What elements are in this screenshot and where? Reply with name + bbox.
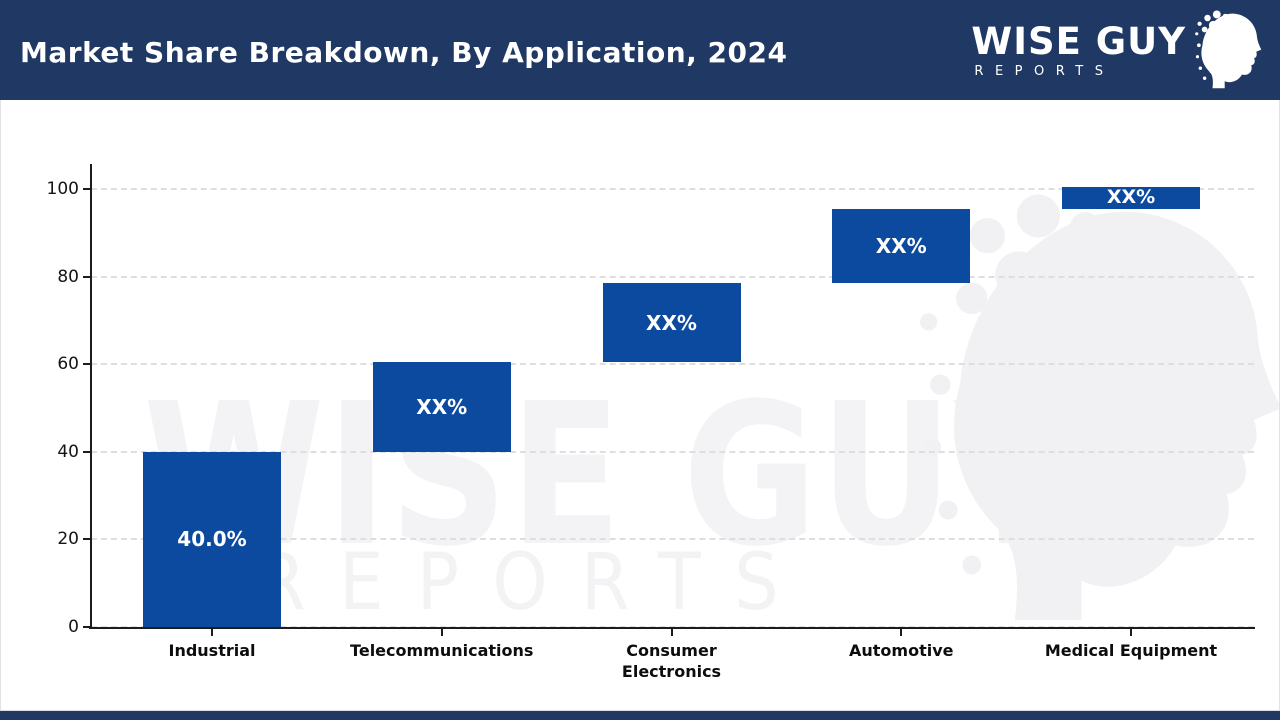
x-tick-medical-equipment: [1130, 629, 1132, 636]
y-tick-100: [83, 188, 91, 190]
x-tick-automotive: [900, 629, 903, 636]
bar-value-label: XX%: [1106, 186, 1156, 209]
y-tick-80: [83, 275, 91, 278]
y-tick-40: [83, 450, 91, 453]
bar-industrial: 40.0%: [143, 451, 281, 627]
x-tick-label-telecommunications: Telecommunications: [327, 641, 557, 662]
x-tick-label-line: Telecommunications: [350, 641, 534, 660]
gridline-y-60: [91, 363, 1254, 366]
y-tick-label-40: 40: [57, 441, 79, 462]
bar-value-label: 40.0%: [177, 527, 247, 552]
bar-consumer-electronics: XX%: [602, 283, 741, 362]
footer-bar: [0, 711, 1280, 720]
x-tick-label-consumer-electronics: Consumer Electronics: [557, 641, 787, 683]
watermark-wordmark: WISE GUY: [143, 362, 1076, 590]
x-tick-label-line: Consumer: [626, 641, 717, 660]
logo-text: WISE GUY REPORTS: [971, 20, 1186, 79]
bar-value-label: XX%: [646, 310, 697, 335]
x-tick-telecommunications: [440, 629, 443, 636]
y-tick-label-20: 20: [57, 529, 79, 550]
x-tick-label-line: Industrial: [168, 641, 256, 660]
chart-canvas: WISE GUY REPORTS 0 20 40 60 80 100 40.0% XX% XX%…: [0, 100, 1280, 711]
bar-medical-equipment: XX%: [1062, 186, 1200, 209]
y-tick-label-80: 80: [57, 266, 79, 287]
gridline-y-20: [91, 538, 1254, 541]
logo-wordmark: WISE GUY: [971, 20, 1186, 64]
y-tick-60: [83, 363, 91, 366]
x-tick-label-line: Electronics: [621, 661, 722, 681]
y-tick-label-60: 60: [57, 354, 79, 375]
x-tick-label-line: Medical Equipment: [1044, 641, 1218, 660]
watermark-subtitle: REPORTS: [257, 538, 812, 628]
logo-subtitle: REPORTS: [974, 63, 1115, 79]
logo-head-icon: [1195, 10, 1262, 89]
x-tick-label-line: Automotive: [849, 641, 954, 660]
y-axis-spine: [90, 164, 92, 629]
y-tick-0: [83, 626, 91, 628]
gridline-y-80: [91, 275, 1254, 278]
gridline-y-100: [91, 188, 1254, 190]
gridline-y-40: [91, 450, 1254, 453]
wiseguy-logo: WISE GUY REPORTS: [971, 8, 1270, 94]
page-title: Market Share Breakdown, By Application, …: [20, 36, 788, 69]
bar-value-label: XX%: [875, 233, 927, 258]
footer-border: [0, 710, 1280, 711]
x-tick-industrial: [211, 629, 213, 636]
y-tick-20: [83, 538, 91, 541]
bar-telecommunications: XX%: [372, 362, 511, 452]
header-bar: Market Share Breakdown, By Application, …: [0, 0, 1280, 100]
x-tick-consumer-electronics: [670, 629, 673, 636]
x-axis-spine: [89, 627, 1255, 629]
x-tick-label-medical-equipment: Medical Equipment: [1016, 641, 1246, 662]
y-tick-label-0: 0: [68, 617, 79, 637]
x-tick-label-industrial: Industrial: [97, 641, 327, 662]
y-tick-label-100: 100: [46, 179, 79, 199]
bar-automotive: XX%: [832, 208, 971, 284]
x-tick-label-automotive: Automotive: [786, 641, 1016, 662]
bar-value-label: XX%: [416, 394, 468, 419]
